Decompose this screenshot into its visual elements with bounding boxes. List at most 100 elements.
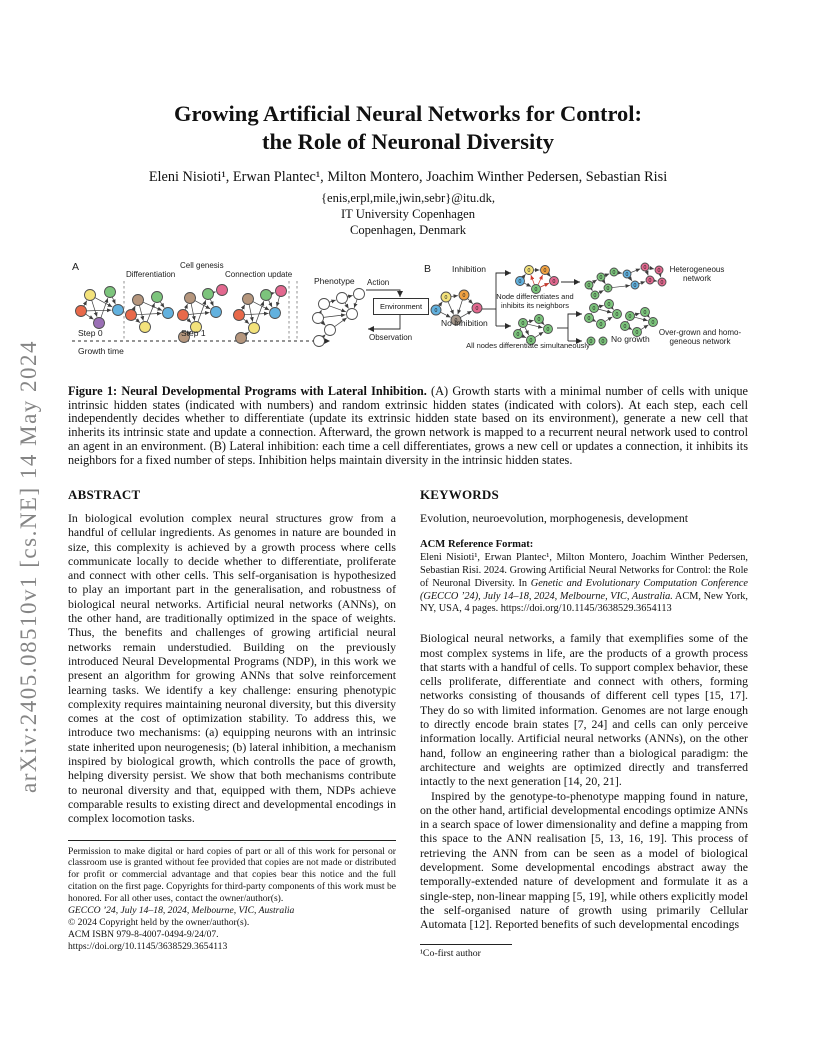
observation-label: Observation	[369, 333, 413, 342]
svg-text:0: 0	[535, 287, 538, 293]
svg-text:0: 0	[608, 302, 611, 308]
copyright-line: © 2024 Copyright held by the owner/autho…	[68, 916, 250, 928]
phenotype-label: Phenotype	[314, 276, 355, 286]
svg-text:0: 0	[616, 312, 619, 318]
inhibition-branch-arrow	[495, 270, 511, 326]
overgrown-network-label: Over-grown and homo- geneous network	[658, 328, 742, 347]
abstract-heading: ABSTRACT	[68, 487, 141, 502]
svg-text:0: 0	[455, 318, 458, 324]
svg-text:0: 0	[590, 339, 593, 345]
network-cell-genesis	[177, 284, 228, 343]
conference-line: GECCO ’24, July 14–18, 2024, Melbourne, …	[68, 905, 295, 917]
doi-link[interactable]: https://doi.org/10.1145/3638529.3654113	[68, 940, 228, 952]
svg-text:0: 0	[626, 272, 629, 278]
step1-label: Step 1	[181, 328, 206, 338]
observation-arrow	[368, 313, 401, 332]
svg-text:0: 0	[445, 295, 448, 301]
footnote-rule	[420, 943, 512, 945]
copyright-block: Permission to make digital or hard copie…	[68, 839, 396, 953]
footnote-text: ¹Co-first author	[420, 947, 481, 959]
svg-text:0: 0	[607, 286, 610, 292]
svg-text:0: 0	[661, 280, 664, 286]
svg-text:0: 0	[528, 268, 531, 274]
svg-text:0: 0	[547, 327, 550, 333]
permission-text: Permission to make digital or hard copie…	[68, 845, 396, 905]
svg-text:0: 0	[644, 310, 647, 316]
network-connection-update	[233, 285, 287, 344]
svg-text:0: 0	[553, 279, 556, 285]
svg-text:0: 0	[538, 317, 541, 323]
svg-text:0: 0	[517, 332, 520, 338]
ref-post: ACM, New York, NY, USA, 4 pages. https:/…	[420, 590, 748, 615]
network-step0	[75, 286, 124, 329]
keywords-heading: KEYWORDS	[420, 487, 499, 502]
svg-text:0: 0	[629, 314, 632, 320]
panel-b-label: B	[424, 263, 432, 275]
keywords-text: Evolution, neuroevolution, morphogenesis…	[420, 511, 689, 525]
svg-text:0: 0	[519, 279, 522, 285]
affiliation: IT University Copenhagen	[340, 207, 476, 221]
intro-para1: Biological neural networks, a family tha…	[420, 631, 748, 789]
action-arrow	[366, 289, 403, 297]
svg-text:0: 0	[634, 283, 637, 289]
left-column: ABSTRACT In biological evolution complex…	[68, 487, 396, 953]
cell-genesis-label: Cell genesis	[180, 261, 224, 270]
svg-text:0: 0	[613, 270, 616, 276]
right-column: KEYWORDS Evolution, neuroevolution, morp…	[420, 487, 748, 959]
node-differentiates-label: Node differentiates and inhibits its nei…	[496, 292, 574, 310]
svg-text:0: 0	[649, 278, 652, 284]
svg-text:0: 0	[652, 320, 655, 326]
all-nodes-label: All nodes differentiate simultaneously	[466, 341, 590, 350]
network-b-inhibited: 0 00 00	[515, 265, 559, 294]
caption-lead: Figure 1: Neural Developmental Programs …	[68, 384, 427, 398]
no-growth-label: No growth	[611, 334, 650, 344]
svg-text:0: 0	[594, 293, 597, 299]
svg-text:0: 0	[435, 308, 438, 314]
environment-label: Environment	[379, 302, 423, 311]
svg-text:0: 0	[602, 339, 605, 345]
intro-para2: Inspired by the genotype-to-phenotype ma…	[420, 788, 748, 932]
svg-text:0: 0	[600, 275, 603, 281]
ref-pre: Eleni Nisioti¹, Erwan Plantec¹, Milton M…	[420, 552, 748, 589]
caption-body: (A) Growth starts with a minimal number …	[68, 384, 748, 467]
flow-arrows	[72, 270, 582, 344]
svg-text:0: 0	[522, 321, 525, 327]
svg-text:0: 0	[644, 265, 647, 271]
abstract-text: In biological evolution complex neural s…	[68, 511, 396, 826]
network-b-initial: 0 0 0 0 0	[430, 289, 483, 326]
svg-text:0: 0	[463, 293, 466, 299]
arxiv-banner: arXiv:2405.08510v1 [cs.NE] 14 May 2024	[16, 339, 41, 793]
paper-title: Growing Artificial Neural Networks for C…	[68, 100, 748, 155]
differentiation-label: Differentiation	[126, 270, 176, 279]
author-line: Eleni Nisioti¹, Erwan Plantec¹, Milton M…	[148, 169, 668, 185]
svg-text:0: 0	[624, 324, 627, 330]
no-inhibition-label: No inhibition	[441, 318, 488, 328]
connection-update-label: Connection update	[225, 270, 293, 279]
svg-text:0: 0	[544, 268, 547, 274]
network-differentiation	[125, 291, 174, 333]
svg-text:0: 0	[593, 306, 596, 312]
inhibition-label: Inhibition	[452, 264, 487, 274]
svg-text:0: 0	[530, 338, 533, 344]
svg-text:0: 0	[476, 306, 479, 312]
isbn-line: ACM ISBN 979-8-4007-0494-9/24/07.	[68, 928, 219, 940]
svg-text:0: 0	[600, 322, 603, 328]
figure-caption: Figure 1: Neural Developmental Programs …	[68, 384, 748, 467]
step0-label: Step 0	[78, 328, 103, 338]
svg-text:0: 0	[588, 316, 591, 322]
heterogeneous-network-label: Heterogeneous network	[669, 265, 725, 284]
environment-box: Environment	[373, 298, 429, 315]
panel-a-label: A	[72, 261, 80, 273]
network-phenotype	[312, 288, 365, 347]
acm-ref-text: Eleni Nisioti¹, Erwan Plantec¹, Milton M…	[420, 552, 748, 616]
dashed-separators	[123, 281, 298, 341]
acm-ref-heading: ACM Reference Format:	[420, 539, 534, 551]
paper-title-line1: Growing Artificial Neural Networks for C…	[173, 101, 643, 126]
